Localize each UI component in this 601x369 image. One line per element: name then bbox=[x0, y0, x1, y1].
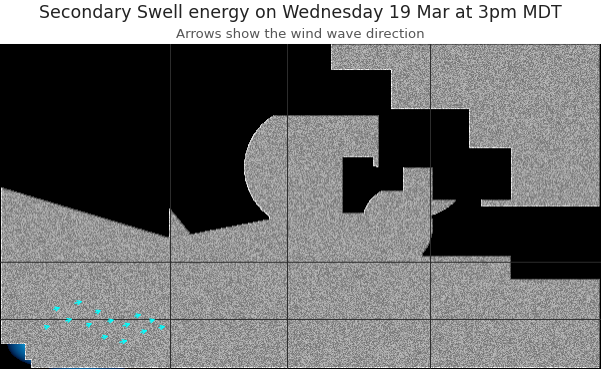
Text: Secondary Swell energy on Wednesday 19 Mar at 3pm MDT: Secondary Swell energy on Wednesday 19 M… bbox=[39, 4, 562, 22]
Text: Arrows show the wind wave direction: Arrows show the wind wave direction bbox=[176, 28, 425, 41]
